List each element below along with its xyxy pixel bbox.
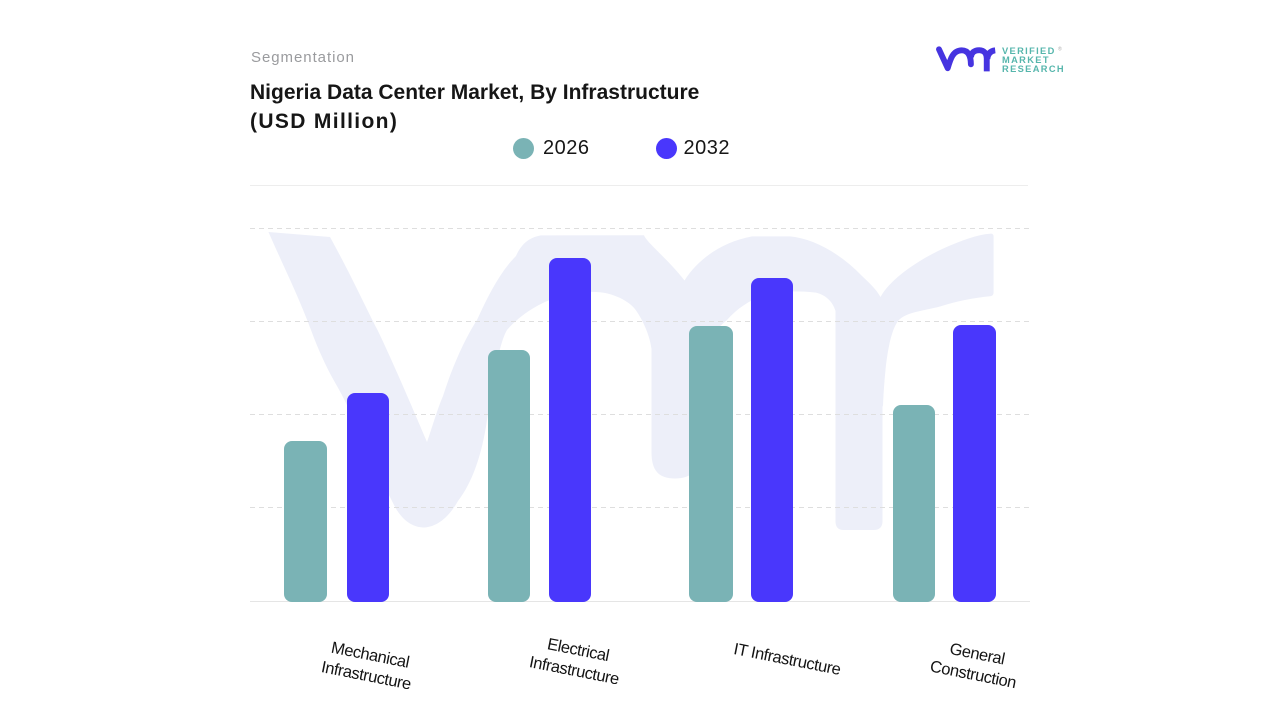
svg-text:®: ® [1058, 46, 1062, 53]
svg-text:RESEARCH: RESEARCH [1002, 64, 1065, 74]
svg-text:VERIFIED: VERIFIED [1002, 46, 1056, 56]
svg-text:MARKET: MARKET [1002, 55, 1050, 65]
